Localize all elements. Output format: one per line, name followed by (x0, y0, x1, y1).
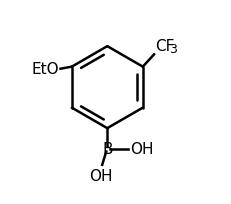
Text: EtO: EtO (32, 62, 60, 77)
Text: 3: 3 (169, 43, 177, 56)
Text: OH: OH (89, 168, 113, 183)
Text: B: B (102, 141, 112, 156)
Text: CF: CF (155, 39, 174, 54)
Text: OH: OH (130, 141, 153, 156)
